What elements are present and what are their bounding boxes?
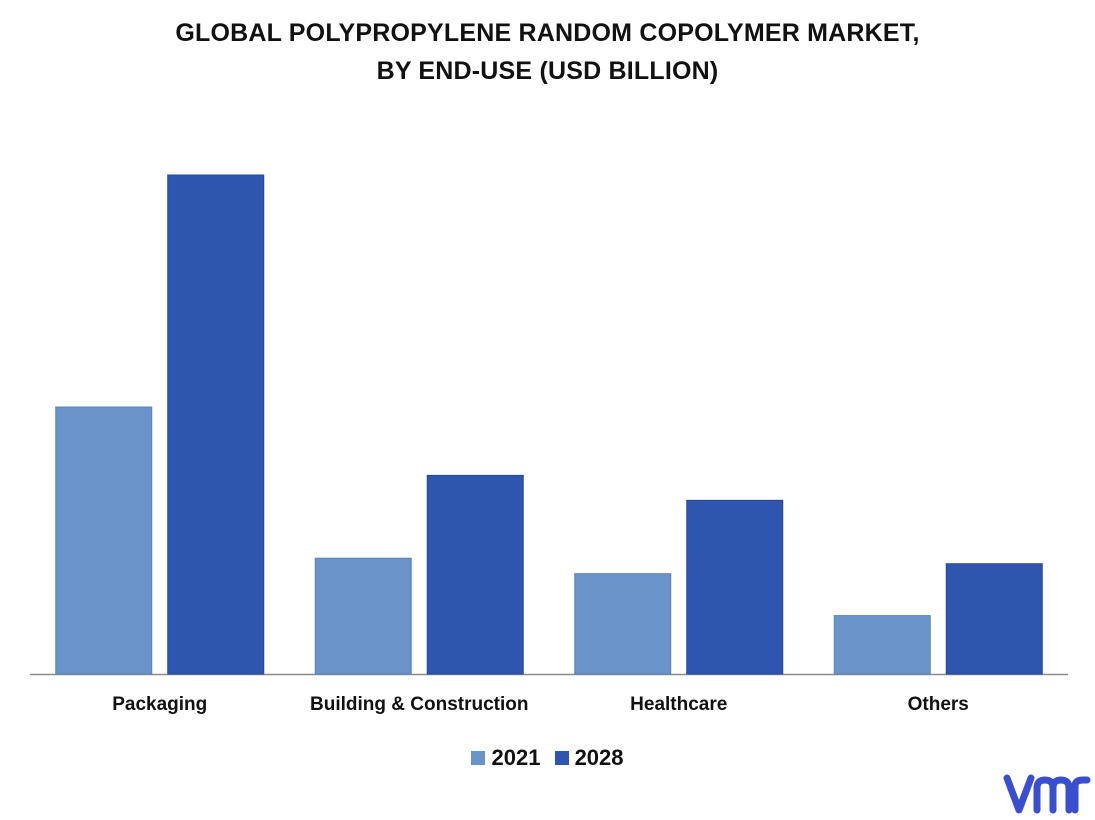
bar-2028-building-construction [426, 474, 524, 675]
legend-item-2021: 2021 [471, 745, 540, 771]
plot-area: Packaging Building & Construction Healthca… [30, 174, 1068, 715]
legend: 2021 2028 [0, 745, 1095, 771]
bar-2028-packaging [167, 174, 265, 675]
vmr-logo [1003, 774, 1091, 814]
bar-2021-packaging [55, 406, 153, 675]
bar-2028-healthcare [686, 499, 784, 675]
bar-2021-others [833, 615, 931, 675]
legend-label-2028: 2028 [574, 745, 624, 770]
x-tick-label: Building & Construction [310, 694, 528, 715]
chart-title-line2: BY END-USE (USD BILLION) [376, 57, 719, 85]
bar-2021-building-construction [314, 557, 412, 675]
legend-label-2021: 2021 [491, 745, 541, 770]
legend-swatch-2021 [471, 751, 486, 765]
legend-swatch-2028 [554, 751, 569, 765]
chart-title: GLOBAL POLYPROPYLENE RANDOM COPOLYMER MA… [0, 14, 1095, 90]
x-tick-label: Others [908, 694, 969, 715]
legend-item-2028: 2028 [554, 745, 624, 771]
x-tick-label: Healthcare [630, 694, 727, 715]
bar-2021-healthcare [574, 573, 672, 675]
chart-title-line1: GLOBAL POLYPROPYLENE RANDOM COPOLYMER MA… [175, 19, 920, 47]
x-tick-label: Packaging [112, 694, 207, 715]
bar-2028-others [945, 563, 1043, 675]
